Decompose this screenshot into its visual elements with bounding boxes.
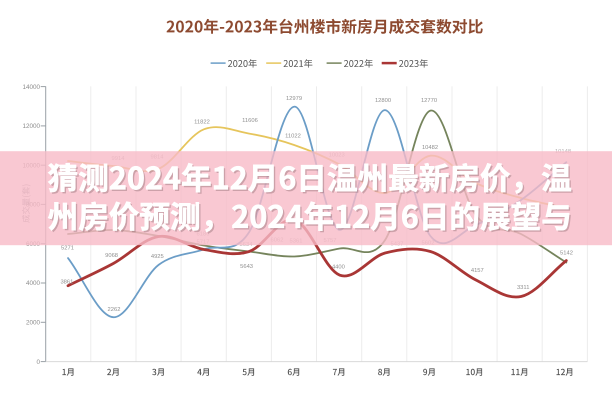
svg-text:11822: 11822 bbox=[194, 120, 210, 126]
svg-text:9068: 9068 bbox=[105, 253, 118, 259]
svg-text:3311: 3311 bbox=[517, 285, 529, 291]
svg-text:3861: 3861 bbox=[60, 279, 73, 285]
svg-text:0: 0 bbox=[36, 359, 40, 366]
svg-text:10482: 10482 bbox=[422, 145, 438, 151]
svg-text:12000: 12000 bbox=[22, 123, 40, 130]
svg-text:4157: 4157 bbox=[471, 268, 484, 274]
svg-text:5142: 5142 bbox=[560, 250, 573, 256]
svg-text:5643: 5643 bbox=[240, 264, 253, 270]
svg-text:11606: 11606 bbox=[242, 118, 258, 124]
svg-text:4925: 4925 bbox=[151, 254, 164, 260]
svg-text:12770: 12770 bbox=[421, 98, 437, 104]
svg-text:14000: 14000 bbox=[22, 84, 40, 91]
svg-text:12979: 12979 bbox=[286, 96, 302, 102]
svg-text:5271: 5271 bbox=[61, 246, 74, 252]
svg-text:11022: 11022 bbox=[285, 134, 301, 140]
svg-text:2000: 2000 bbox=[26, 320, 41, 327]
svg-text:4000: 4000 bbox=[26, 280, 41, 287]
svg-text:4400: 4400 bbox=[332, 265, 345, 271]
svg-text:2262: 2262 bbox=[108, 307, 121, 313]
svg-text:12800: 12800 bbox=[375, 98, 391, 104]
